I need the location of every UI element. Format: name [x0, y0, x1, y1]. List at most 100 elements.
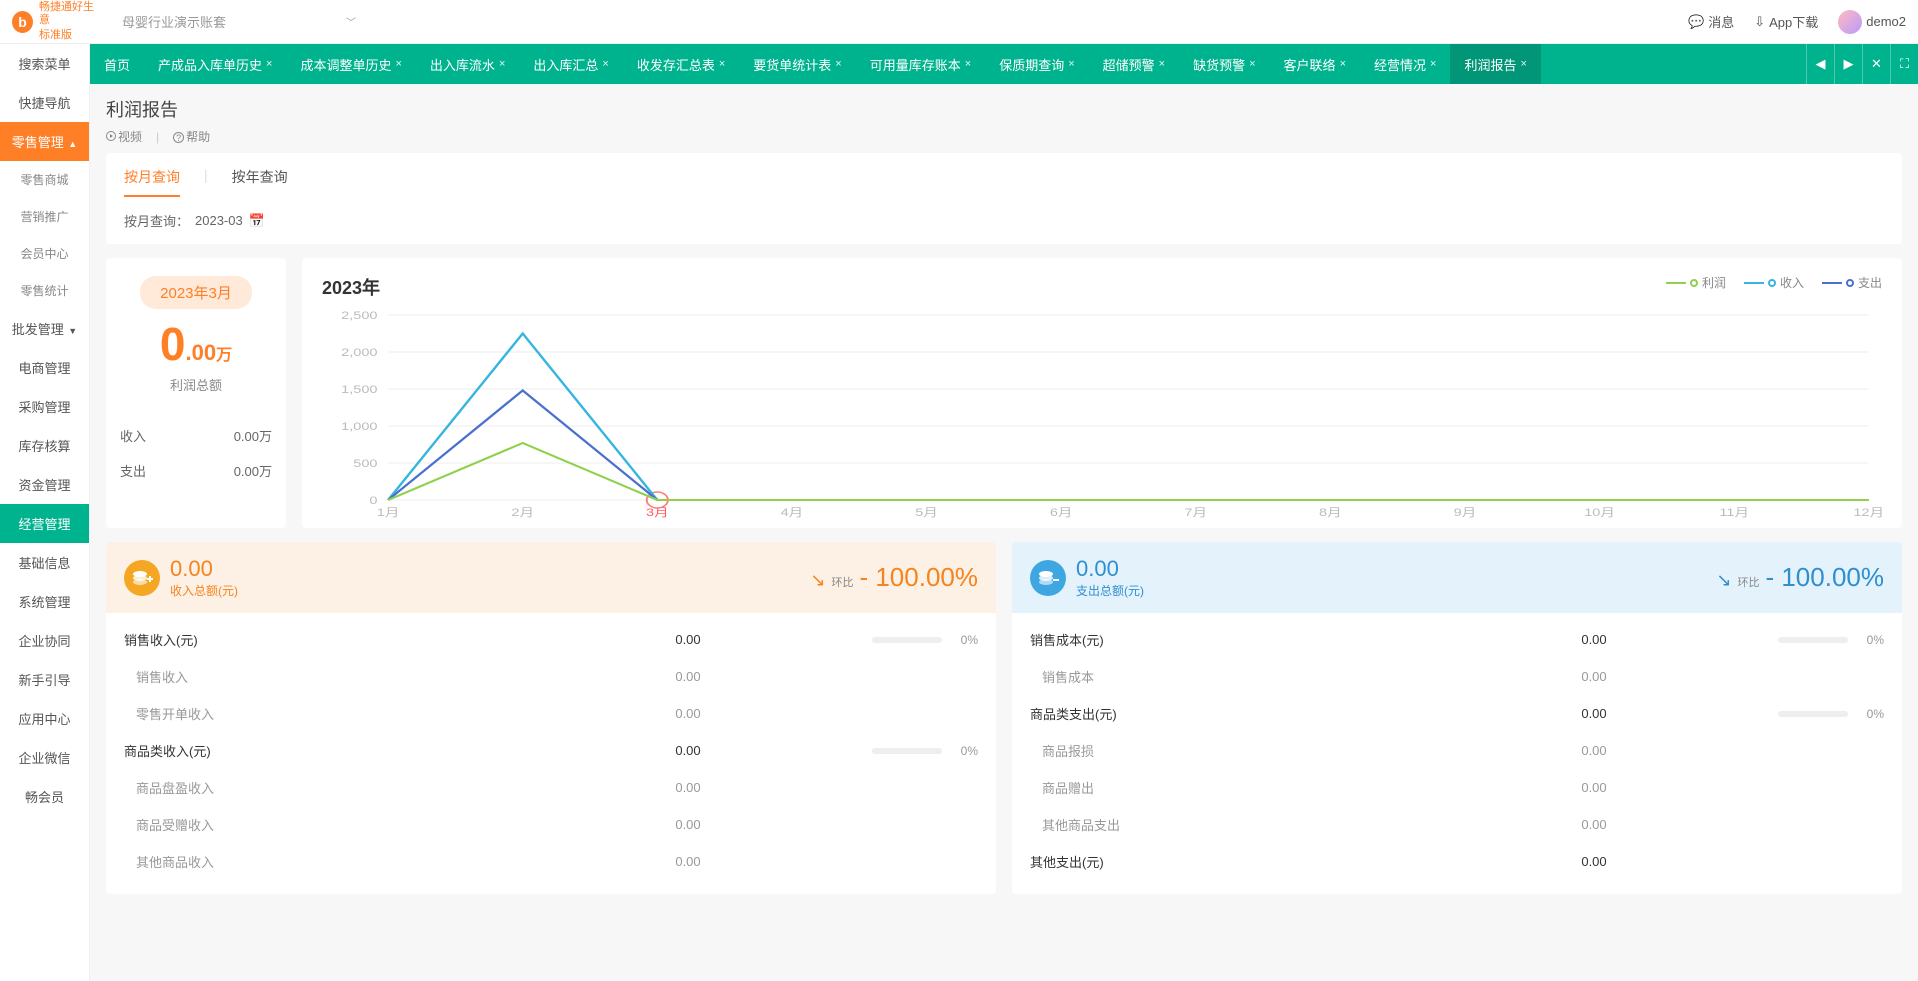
line-chart: 2,5002,0001,5001,00050001月2月3月4月5月6月7月8月…	[322, 310, 1882, 520]
kpi-sub: 利润总额	[120, 375, 272, 394]
table-row: 销售成本0.00	[1030, 658, 1884, 695]
subtab[interactable]: 按月查询	[124, 167, 180, 197]
table-row: 销售收入(元)0.000%	[124, 621, 978, 658]
sidebar-item[interactable]: 企业协同	[0, 621, 89, 660]
sidebar-item[interactable]: 批发管理 ▼	[0, 309, 89, 348]
table-row: 商品受赠收入0.00	[124, 806, 978, 843]
close-icon[interactable]: ×	[1340, 58, 1346, 70]
sidebar-item[interactable]: 零售管理 ▲	[0, 122, 89, 161]
help-link[interactable]: ?帮助	[173, 128, 210, 145]
tabs-scroll-left[interactable]: ◀	[1806, 44, 1834, 84]
table-row: 其他商品支出0.00	[1030, 806, 1884, 843]
close-icon[interactable]: ×	[1430, 58, 1436, 70]
chart-card: 2023年 利润收入支出 2,5002,0001,5001,00050001月2…	[302, 258, 1902, 528]
svg-text:9月: 9月	[1454, 506, 1477, 519]
close-icon[interactable]: ×	[266, 58, 272, 70]
table-row: 其他支出(元)0.00	[1030, 843, 1884, 880]
income-rows: 销售收入(元)0.000%销售收入0.00零售开单收入0.00商品类收入(元)0…	[106, 613, 996, 894]
sidebar-item[interactable]: 会员中心	[0, 235, 89, 272]
table-row: 商品报损0.00	[1030, 732, 1884, 769]
kpi-row: 支出0.00万	[120, 453, 272, 488]
trend-down-icon: ↘	[810, 570, 825, 591]
query-value[interactable]: 2023-03	[195, 213, 243, 228]
sidebar-item[interactable]: 零售商城	[0, 161, 89, 198]
main: 首页产成品入库单历史×成本调整单历史×出入库流水×出入库汇总×收发存汇总表×要货…	[90, 44, 1918, 981]
svg-text:7月: 7月	[1184, 506, 1207, 519]
legend-item: 利润	[1666, 274, 1726, 291]
income-label: 收入总额(元)	[170, 582, 238, 599]
close-icon[interactable]: ×	[835, 58, 841, 70]
expense-panel-head: 0.00 支出总额(元) ↘ 环比 - 100.00%	[1012, 542, 1902, 613]
sidebar-item[interactable]: 新手引导	[0, 660, 89, 699]
income-panel-head: 0.00 收入总额(元) ↘ 环比 - 100.00%	[106, 542, 996, 613]
svg-text:2,500: 2,500	[341, 310, 377, 322]
svg-text:11月: 11月	[1719, 506, 1749, 519]
tab[interactable]: 出入库流水×	[416, 44, 519, 84]
table-row: 商品类收入(元)0.000%	[124, 732, 978, 769]
sidebar-item[interactable]: 基础信息	[0, 543, 89, 582]
svg-text:1月: 1月	[377, 506, 400, 519]
tab[interactable]: 经营情况×	[1360, 44, 1450, 84]
sidebar-item[interactable]: 企业微信	[0, 738, 89, 777]
expense-label: 支出总额(元)	[1076, 582, 1144, 599]
sidebar-item[interactable]: 快捷导航	[0, 83, 89, 122]
tab[interactable]: 首页	[90, 44, 144, 84]
tabs-scroll-right[interactable]: ▶	[1834, 44, 1862, 84]
tab[interactable]: 要货单统计表×	[739, 44, 855, 84]
question-icon: ?	[173, 132, 184, 143]
svg-text:2月: 2月	[511, 506, 534, 519]
tabs-close-all[interactable]: ✕	[1862, 44, 1890, 84]
sidebar-item[interactable]: 资金管理	[0, 465, 89, 504]
subtabs: 按月查询|按年查询	[124, 167, 1884, 197]
sidebar-item[interactable]: 搜索菜单	[0, 44, 89, 83]
tab[interactable]: 客户联络×	[1270, 44, 1360, 84]
trend-down-icon: ↘	[1716, 570, 1731, 591]
close-icon[interactable]: ×	[602, 58, 608, 70]
close-icon[interactable]: ×	[1068, 58, 1074, 70]
tab[interactable]: 缺货预警×	[1179, 44, 1269, 84]
sidebar-item[interactable]: 营销推广	[0, 198, 89, 235]
coins-minus-icon	[1030, 560, 1066, 596]
tab[interactable]: 成本调整单历史×	[286, 44, 415, 84]
tab[interactable]: 保质期查询×	[985, 44, 1088, 84]
chart-legend: 利润收入支出	[1666, 274, 1882, 291]
logo-icon: b	[12, 11, 33, 33]
tab[interactable]: 收发存汇总表×	[623, 44, 739, 84]
user-menu[interactable]: demo2	[1838, 10, 1906, 34]
sidebar-item[interactable]: 库存核算	[0, 426, 89, 465]
close-icon[interactable]: ×	[1249, 58, 1255, 70]
svg-text:8月: 8月	[1319, 506, 1342, 519]
tab[interactable]: 利润报告×	[1450, 44, 1540, 84]
video-link[interactable]: 视频	[106, 128, 142, 145]
tab[interactable]: 可用量库存账本×	[856, 44, 985, 84]
close-icon[interactable]: ×	[1159, 58, 1165, 70]
calendar-icon[interactable]: 📅	[249, 213, 265, 229]
svg-text:10月: 10月	[1584, 506, 1615, 519]
tab[interactable]: 产成品入库单历史×	[144, 44, 286, 84]
sidebar-item[interactable]: 零售统计	[0, 272, 89, 309]
sidebar-item[interactable]: 采购管理	[0, 387, 89, 426]
sidebar-item[interactable]: 应用中心	[0, 699, 89, 738]
tabs-fullscreen[interactable]: ⛶	[1890, 44, 1918, 84]
close-icon[interactable]: ×	[1520, 58, 1526, 70]
close-icon[interactable]: ×	[499, 58, 505, 70]
svg-text:6月: 6月	[1050, 506, 1073, 519]
tab[interactable]: 超储预警×	[1089, 44, 1179, 84]
table-row: 销售收入0.00	[124, 658, 978, 695]
kpi-rows: 收入0.00万支出0.00万	[120, 418, 272, 488]
close-icon[interactable]: ×	[965, 58, 971, 70]
sidebar-item[interactable]: 经营管理	[0, 504, 89, 543]
income-panel: 0.00 收入总额(元) ↘ 环比 - 100.00% 销售收入(元)0.000…	[106, 542, 996, 894]
close-icon[interactable]: ×	[395, 58, 401, 70]
subtab[interactable]: 按年查询	[232, 167, 288, 197]
messages-button[interactable]: 💬 消息	[1688, 12, 1734, 31]
tabs-bar: 首页产成品入库单历史×成本调整单历史×出入库流水×出入库汇总×收发存汇总表×要货…	[90, 44, 1918, 84]
account-select[interactable]: 母婴行业演示账套 ﹀	[122, 12, 356, 31]
sidebar-item[interactable]: 系统管理	[0, 582, 89, 621]
sidebar-item[interactable]: 畅会员	[0, 777, 89, 816]
close-icon[interactable]: ×	[719, 58, 725, 70]
app-download-button[interactable]: ⇩ App下载	[1754, 12, 1818, 31]
sidebar-item[interactable]: 电商管理	[0, 348, 89, 387]
table-row: 零售开单收入0.00	[124, 695, 978, 732]
tab[interactable]: 出入库汇总×	[519, 44, 622, 84]
